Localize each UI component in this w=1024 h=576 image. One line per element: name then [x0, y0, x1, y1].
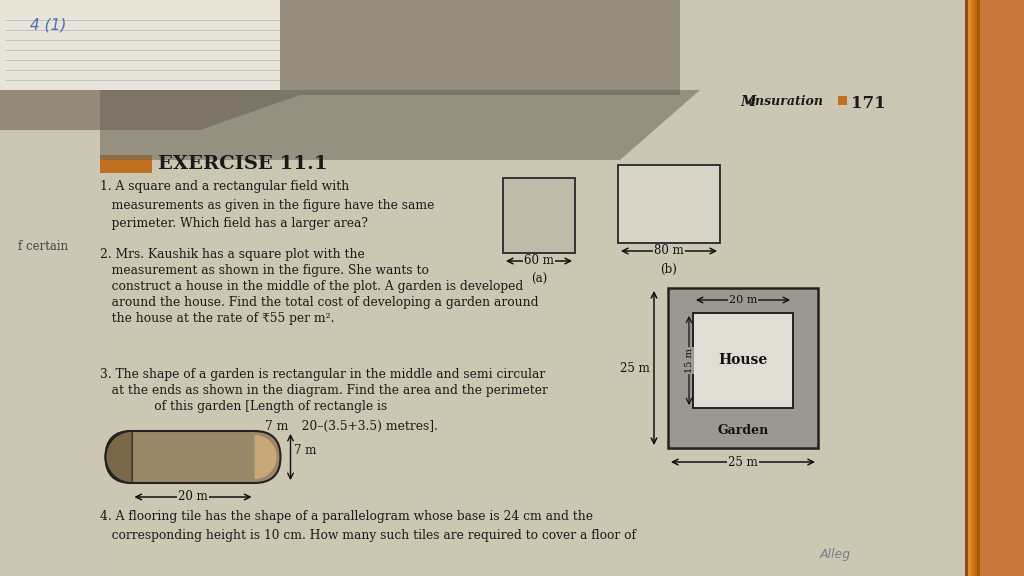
Text: 171: 171	[851, 95, 886, 112]
Text: measurement as shown in the figure. She wants to: measurement as shown in the figure. She …	[100, 264, 429, 277]
Bar	[965, 0, 970, 576]
Text: around the house. Find the total cost of developing a garden around: around the house. Find the total cost of…	[100, 296, 539, 309]
Text: House: House	[719, 354, 768, 367]
Text: 7 m: 7 m	[294, 445, 315, 457]
Bar	[974, 0, 977, 576]
Bar	[668, 288, 818, 448]
Bar	[838, 96, 847, 105]
Text: EXERCISE 11.1: EXERCISE 11.1	[158, 155, 328, 173]
Bar	[0, 0, 680, 95]
Text: 3. The shape of a garden is rectangular in the middle and semi circular: 3. The shape of a garden is rectangular …	[100, 368, 545, 381]
Text: 20 m: 20 m	[729, 295, 757, 305]
FancyBboxPatch shape	[100, 155, 152, 173]
Bar	[971, 0, 974, 576]
Text: Garden: Garden	[718, 423, 769, 437]
Bar	[100, 155, 961, 576]
Text: 2. Mrs. Kaushik has a square plot with the: 2. Mrs. Kaushik has a square plot with t…	[100, 248, 365, 261]
Bar	[618, 165, 720, 243]
Text: 15 m: 15 m	[684, 348, 693, 373]
Text: 80 m: 80 m	[654, 244, 684, 257]
Text: 4. A flooring tile has the shape of a parallelogram whose base is 24 cm and the
: 4. A flooring tile has the shape of a pa…	[100, 510, 636, 541]
Text: 20–(3.5+3.5) metres].: 20–(3.5+3.5) metres].	[290, 420, 438, 433]
Wedge shape	[105, 431, 131, 483]
Text: construct a house in the middle of the plot. A garden is developed: construct a house in the middle of the p…	[100, 280, 523, 293]
Text: (b): (b)	[660, 263, 678, 276]
Text: ensuration: ensuration	[748, 95, 824, 108]
Text: of this garden [Length of rectangle is: of this garden [Length of rectangle is	[100, 400, 387, 413]
Wedge shape	[255, 435, 276, 479]
Text: 25 m: 25 m	[728, 456, 758, 468]
Text: at the ends as shown in the diagram. Find the area and the perimeter: at the ends as shown in the diagram. Fin…	[100, 384, 548, 397]
Text: Alleg: Alleg	[820, 548, 851, 561]
Text: 1. A square and a rectangular field with
   measurements as given in the figure : 1. A square and a rectangular field with…	[100, 180, 434, 230]
Bar	[977, 0, 980, 576]
Text: 60 m: 60 m	[524, 255, 554, 267]
Text: 4 (1): 4 (1)	[30, 18, 67, 33]
Bar	[968, 0, 1024, 576]
Bar	[503, 178, 575, 253]
Text: 7 m: 7 m	[265, 420, 289, 433]
Text: f certain: f certain	[18, 240, 69, 253]
Polygon shape	[0, 0, 680, 130]
FancyBboxPatch shape	[105, 431, 281, 483]
Bar	[968, 0, 971, 576]
Bar	[0, 0, 280, 90]
Text: 25 m: 25 m	[621, 362, 650, 374]
Text: (a): (a)	[530, 273, 547, 286]
Polygon shape	[100, 90, 700, 160]
Bar	[693, 313, 793, 408]
Text: M: M	[740, 95, 756, 109]
Text: 20 m: 20 m	[178, 491, 208, 503]
Text: the house at the rate of ₹55 per m².: the house at the rate of ₹55 per m².	[100, 312, 335, 325]
